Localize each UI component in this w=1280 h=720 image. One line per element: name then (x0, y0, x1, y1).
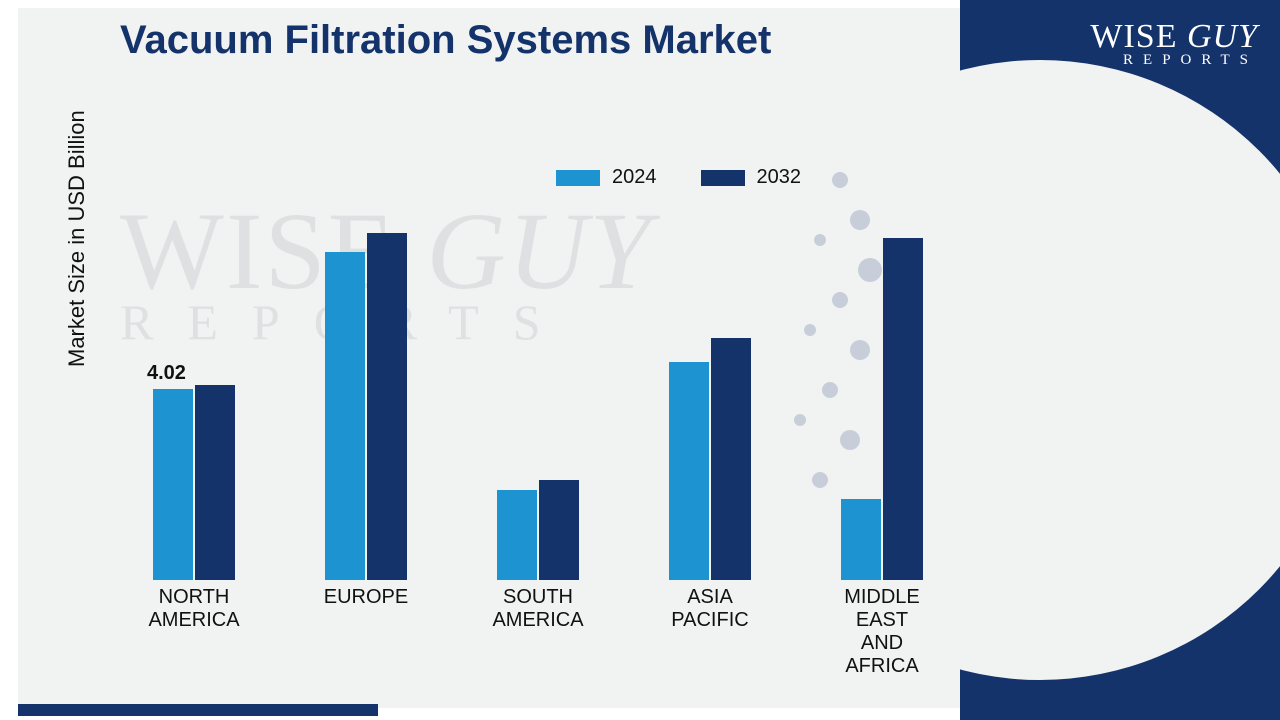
x-axis-label: EUROPE (280, 586, 452, 678)
bar-2024 (669, 362, 709, 581)
bar-2024 (153, 389, 193, 580)
footer-accent-bar (18, 704, 378, 716)
bar-2032 (539, 480, 579, 580)
bar-2032 (883, 238, 923, 580)
bar-2024 (325, 252, 365, 580)
bar-group (669, 338, 751, 580)
legend-swatch-2024 (556, 170, 600, 186)
bar-group (841, 238, 923, 580)
brand-logo: WISE GUY REPORTS (1090, 18, 1258, 69)
legend-item-2032: 2032 (701, 166, 802, 189)
stage: WISE GUY REPORTS Vacuum Filtration Syste… (0, 0, 1280, 720)
x-axis-label: MIDDLEEASTANDAFRICA (796, 586, 968, 678)
value-label: 4.02 (147, 362, 186, 385)
legend-item-2024: 2024 (556, 166, 657, 189)
bar-2024 (497, 490, 537, 580)
bar-2032 (195, 385, 235, 580)
x-axis: NORTHAMERICAEUROPESOUTHAMERICAASIAPACIFI… (108, 586, 968, 678)
x-axis-label: SOUTHAMERICA (452, 586, 624, 678)
legend: 2024 2032 (556, 166, 801, 189)
x-axis-label: ASIAPACIFIC (624, 586, 796, 678)
bar-2032 (367, 233, 407, 580)
bar-2024 (841, 499, 881, 580)
legend-label-2032: 2032 (757, 166, 802, 189)
bar-group (497, 480, 579, 580)
legend-swatch-2032 (701, 170, 745, 186)
legend-label-2024: 2024 (612, 166, 657, 189)
bar-2032 (711, 338, 751, 580)
bar-group (325, 233, 407, 580)
chart-title: Vacuum Filtration Systems Market (120, 18, 771, 63)
bar-group (153, 385, 235, 580)
x-axis-label: NORTHAMERICA (108, 586, 280, 678)
plot-area: 4.02 (108, 200, 968, 580)
y-axis-label: Market Size in USD Billion (64, 110, 90, 367)
